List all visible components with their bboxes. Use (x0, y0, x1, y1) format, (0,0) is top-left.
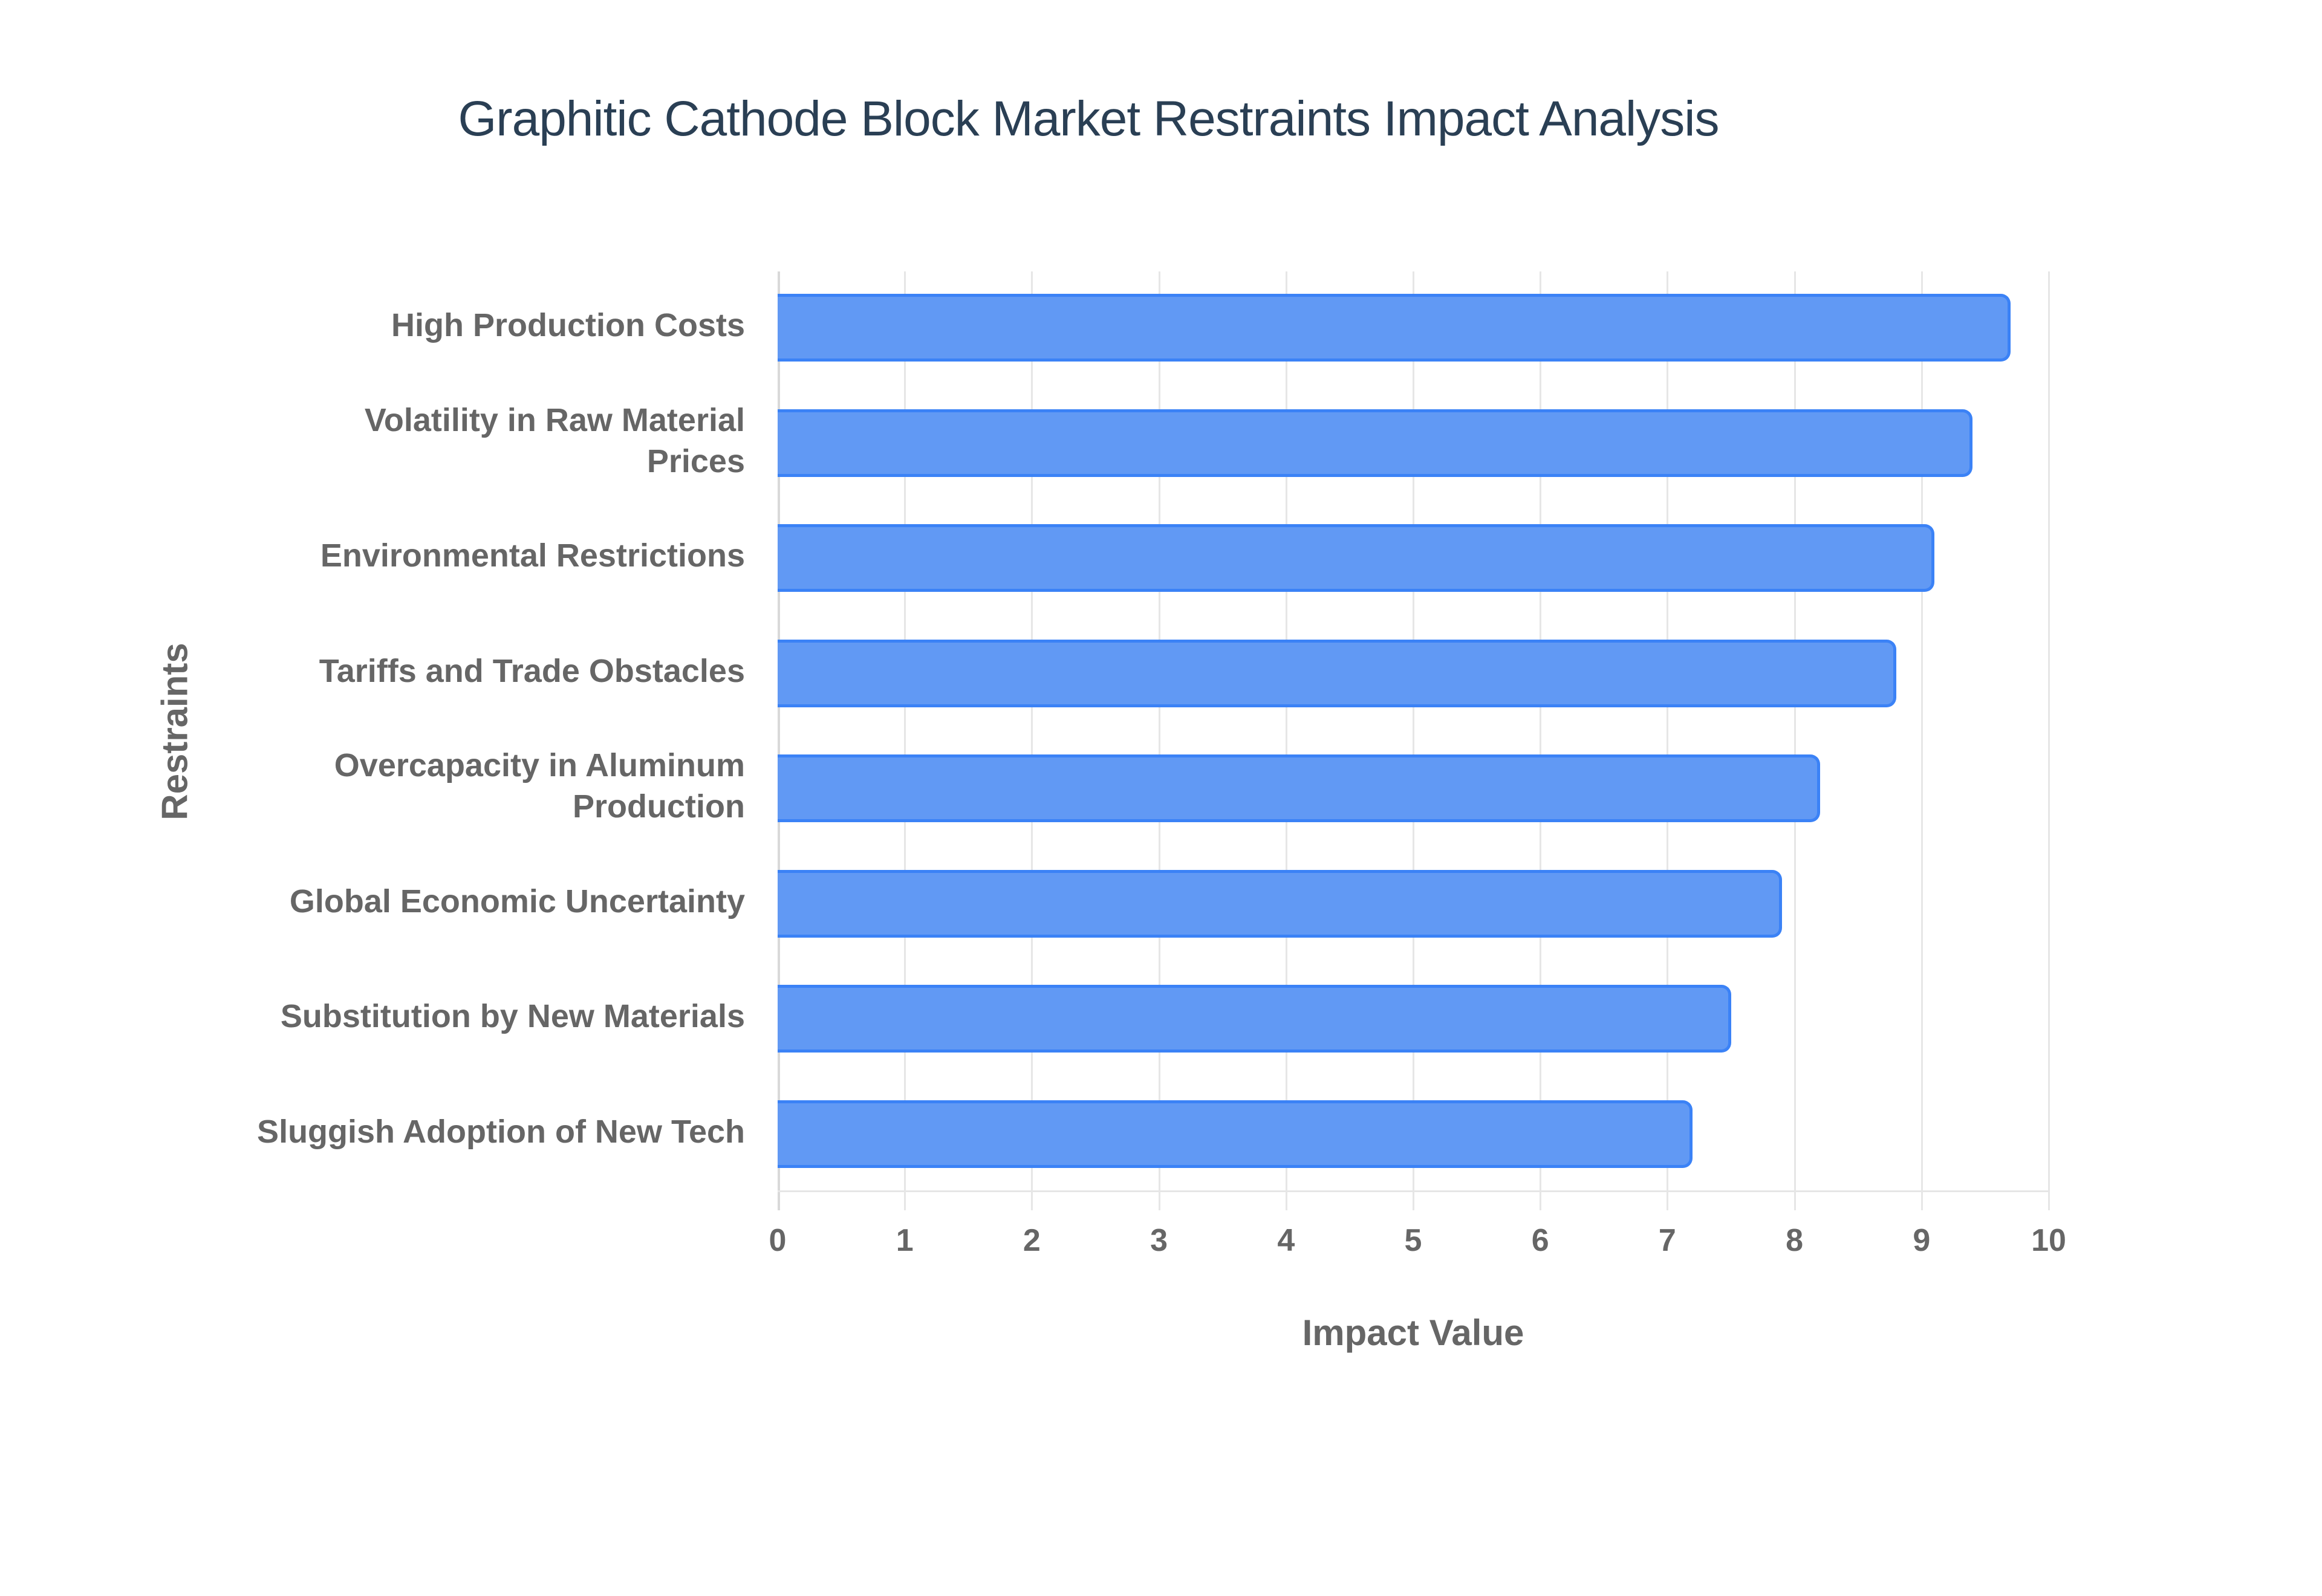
bar[interactable] (778, 639, 1896, 707)
gridline (1667, 271, 1669, 1210)
gridline (1285, 271, 1287, 1210)
chart-title: Graphitic Cathode Block Market Restraint… (458, 91, 1720, 146)
bar[interactable] (778, 409, 1972, 477)
gridline (1794, 271, 1796, 1210)
category-label: Sluggish Adoption of New Tech (257, 1113, 745, 1150)
x-tick-label: 2 (1023, 1223, 1041, 1258)
category-label: Overcapacity in Aluminum Production (334, 747, 745, 825)
gridline (1540, 271, 1542, 1210)
x-tick-label: 7 (1658, 1223, 1676, 1258)
x-tick-label: 10 (2031, 1223, 2066, 1258)
gridline (1413, 271, 1414, 1210)
bar[interactable] (778, 294, 2011, 362)
category-label: Volatility in Raw Material Prices (364, 401, 745, 479)
x-tick-label: 6 (1531, 1223, 1549, 1258)
bar[interactable] (778, 869, 1782, 938)
gridline (2048, 271, 2050, 1210)
category-label: High Production Costs (391, 307, 745, 343)
plot-area (778, 271, 2050, 1210)
bar[interactable] (778, 754, 1820, 822)
x-axis-title: Impact Value (1302, 1312, 1524, 1353)
y-axis-line (778, 271, 780, 1210)
category-label: Environmental Restrictions (320, 537, 745, 574)
category-label: Substitution by New Materials (280, 998, 745, 1034)
gridline (1031, 271, 1033, 1210)
gridline (1920, 271, 1923, 1210)
x-tick-label: 3 (1150, 1223, 1168, 1258)
x-tick-label: 1 (896, 1223, 914, 1258)
gridline (1158, 271, 1160, 1210)
bar[interactable] (778, 1100, 1693, 1168)
x-tick-label: 8 (1786, 1223, 1804, 1258)
category-label: Tariffs and Trade Obstacles (319, 652, 745, 689)
category-label: Global Economic Uncertainty (289, 883, 745, 920)
bar[interactable] (778, 524, 1934, 592)
x-tick-label: 0 (769, 1223, 787, 1258)
x-tick-label: 4 (1277, 1223, 1295, 1258)
bar[interactable] (778, 985, 1731, 1053)
x-tick-label: 5 (1404, 1223, 1422, 1258)
gridline (904, 271, 906, 1210)
x-tick-label: 9 (1913, 1223, 1931, 1258)
